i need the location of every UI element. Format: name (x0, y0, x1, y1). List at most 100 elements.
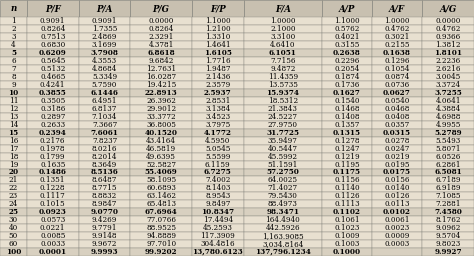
Bar (372, 168, 422, 176)
Bar (322, 105, 372, 113)
Bar (79, 0, 130, 17)
Bar (322, 184, 372, 192)
Text: 9.8023: 9.8023 (436, 240, 461, 248)
Bar (422, 129, 474, 137)
Text: 0.1638: 0.1638 (383, 49, 411, 57)
Text: 79.5430: 79.5430 (268, 192, 298, 200)
Bar (192, 17, 244, 25)
Bar (79, 200, 130, 208)
Bar (192, 65, 244, 73)
Text: 4.8684: 4.8684 (92, 65, 117, 73)
Text: 5.8071: 5.8071 (435, 145, 461, 153)
Bar (192, 192, 244, 200)
Bar (130, 240, 192, 248)
Text: 0.0540: 0.0540 (384, 97, 410, 105)
Bar (27, 224, 79, 232)
Bar (0, 168, 27, 176)
Text: 2.1436: 2.1436 (205, 73, 230, 81)
Bar (130, 232, 192, 240)
Bar (372, 200, 422, 208)
Text: 4.5950: 4.5950 (205, 137, 230, 145)
Bar (79, 65, 130, 73)
Bar (192, 81, 244, 89)
Text: 7.4580: 7.4580 (434, 208, 462, 216)
Bar (244, 200, 322, 208)
Bar (422, 25, 474, 33)
Bar (0, 153, 27, 161)
Bar (322, 0, 372, 17)
Bar (27, 240, 79, 248)
Bar (192, 73, 244, 81)
Bar (130, 200, 192, 208)
Text: 0.0195: 0.0195 (384, 161, 410, 168)
Bar (422, 208, 474, 216)
Text: 0.1357: 0.1357 (334, 121, 360, 129)
Bar (130, 224, 192, 232)
Text: 1.0000: 1.0000 (384, 17, 410, 25)
Text: 0.1219: 0.1219 (334, 153, 360, 161)
Bar (0, 105, 27, 113)
Bar (79, 248, 130, 256)
Bar (422, 232, 474, 240)
Text: 65.4813: 65.4813 (146, 200, 176, 208)
Bar (27, 105, 79, 113)
Text: 0.1228: 0.1228 (40, 184, 65, 193)
Text: 8.0216: 8.0216 (92, 145, 117, 153)
Bar (0, 73, 27, 81)
Bar (0, 248, 27, 256)
Text: 4.6410: 4.6410 (270, 41, 295, 49)
Bar (79, 224, 130, 232)
Bar (422, 224, 474, 232)
Text: 9.6842: 9.6842 (148, 57, 174, 65)
Bar (0, 41, 27, 49)
Text: 45.2593: 45.2593 (203, 224, 233, 232)
Text: 3.1384: 3.1384 (205, 105, 230, 113)
Bar (422, 153, 474, 161)
Text: 0.0315: 0.0315 (383, 129, 411, 137)
Bar (422, 161, 474, 168)
Text: 5.0545: 5.0545 (205, 145, 230, 153)
Text: 0.0923: 0.0923 (39, 208, 67, 216)
Bar (372, 65, 422, 73)
Text: 14: 14 (9, 121, 18, 129)
Text: 0.4762: 0.4762 (436, 25, 461, 33)
Bar (130, 81, 192, 89)
Bar (130, 192, 192, 200)
Bar (244, 240, 322, 248)
Bar (192, 33, 244, 41)
Bar (79, 81, 130, 89)
Bar (244, 121, 322, 129)
Text: 0.2155: 0.2155 (384, 41, 410, 49)
Text: 3: 3 (11, 33, 16, 41)
Bar (130, 41, 192, 49)
Text: 1.1000: 1.1000 (205, 17, 230, 25)
Text: 5.3349: 5.3349 (92, 73, 117, 81)
Text: 10.8347: 10.8347 (201, 208, 234, 216)
Bar (27, 73, 79, 81)
Bar (27, 232, 79, 240)
Bar (372, 153, 422, 161)
Text: 7.7156: 7.7156 (270, 57, 295, 65)
Bar (130, 97, 192, 105)
Text: 164.4940: 164.4940 (265, 216, 300, 224)
Text: 0.1978: 0.1978 (40, 145, 65, 153)
Bar (27, 97, 79, 105)
Bar (27, 145, 79, 153)
Bar (322, 89, 372, 97)
Text: 23: 23 (9, 192, 18, 200)
Text: 1.4641: 1.4641 (205, 41, 230, 49)
Text: 3.1699: 3.1699 (92, 41, 117, 49)
Bar (0, 200, 27, 208)
Text: 0.1627: 0.1627 (333, 89, 361, 97)
Text: 40: 40 (9, 224, 18, 232)
Text: 0.0061: 0.0061 (384, 216, 410, 224)
Text: 9.5704: 9.5704 (436, 232, 461, 240)
Bar (27, 25, 79, 33)
Text: 2.2236: 2.2236 (436, 57, 461, 65)
Text: 5.5493: 5.5493 (436, 137, 461, 145)
Bar (244, 224, 322, 232)
Bar (0, 176, 27, 184)
Text: 5.5599: 5.5599 (205, 153, 230, 161)
Bar (79, 89, 130, 97)
Bar (79, 240, 130, 248)
